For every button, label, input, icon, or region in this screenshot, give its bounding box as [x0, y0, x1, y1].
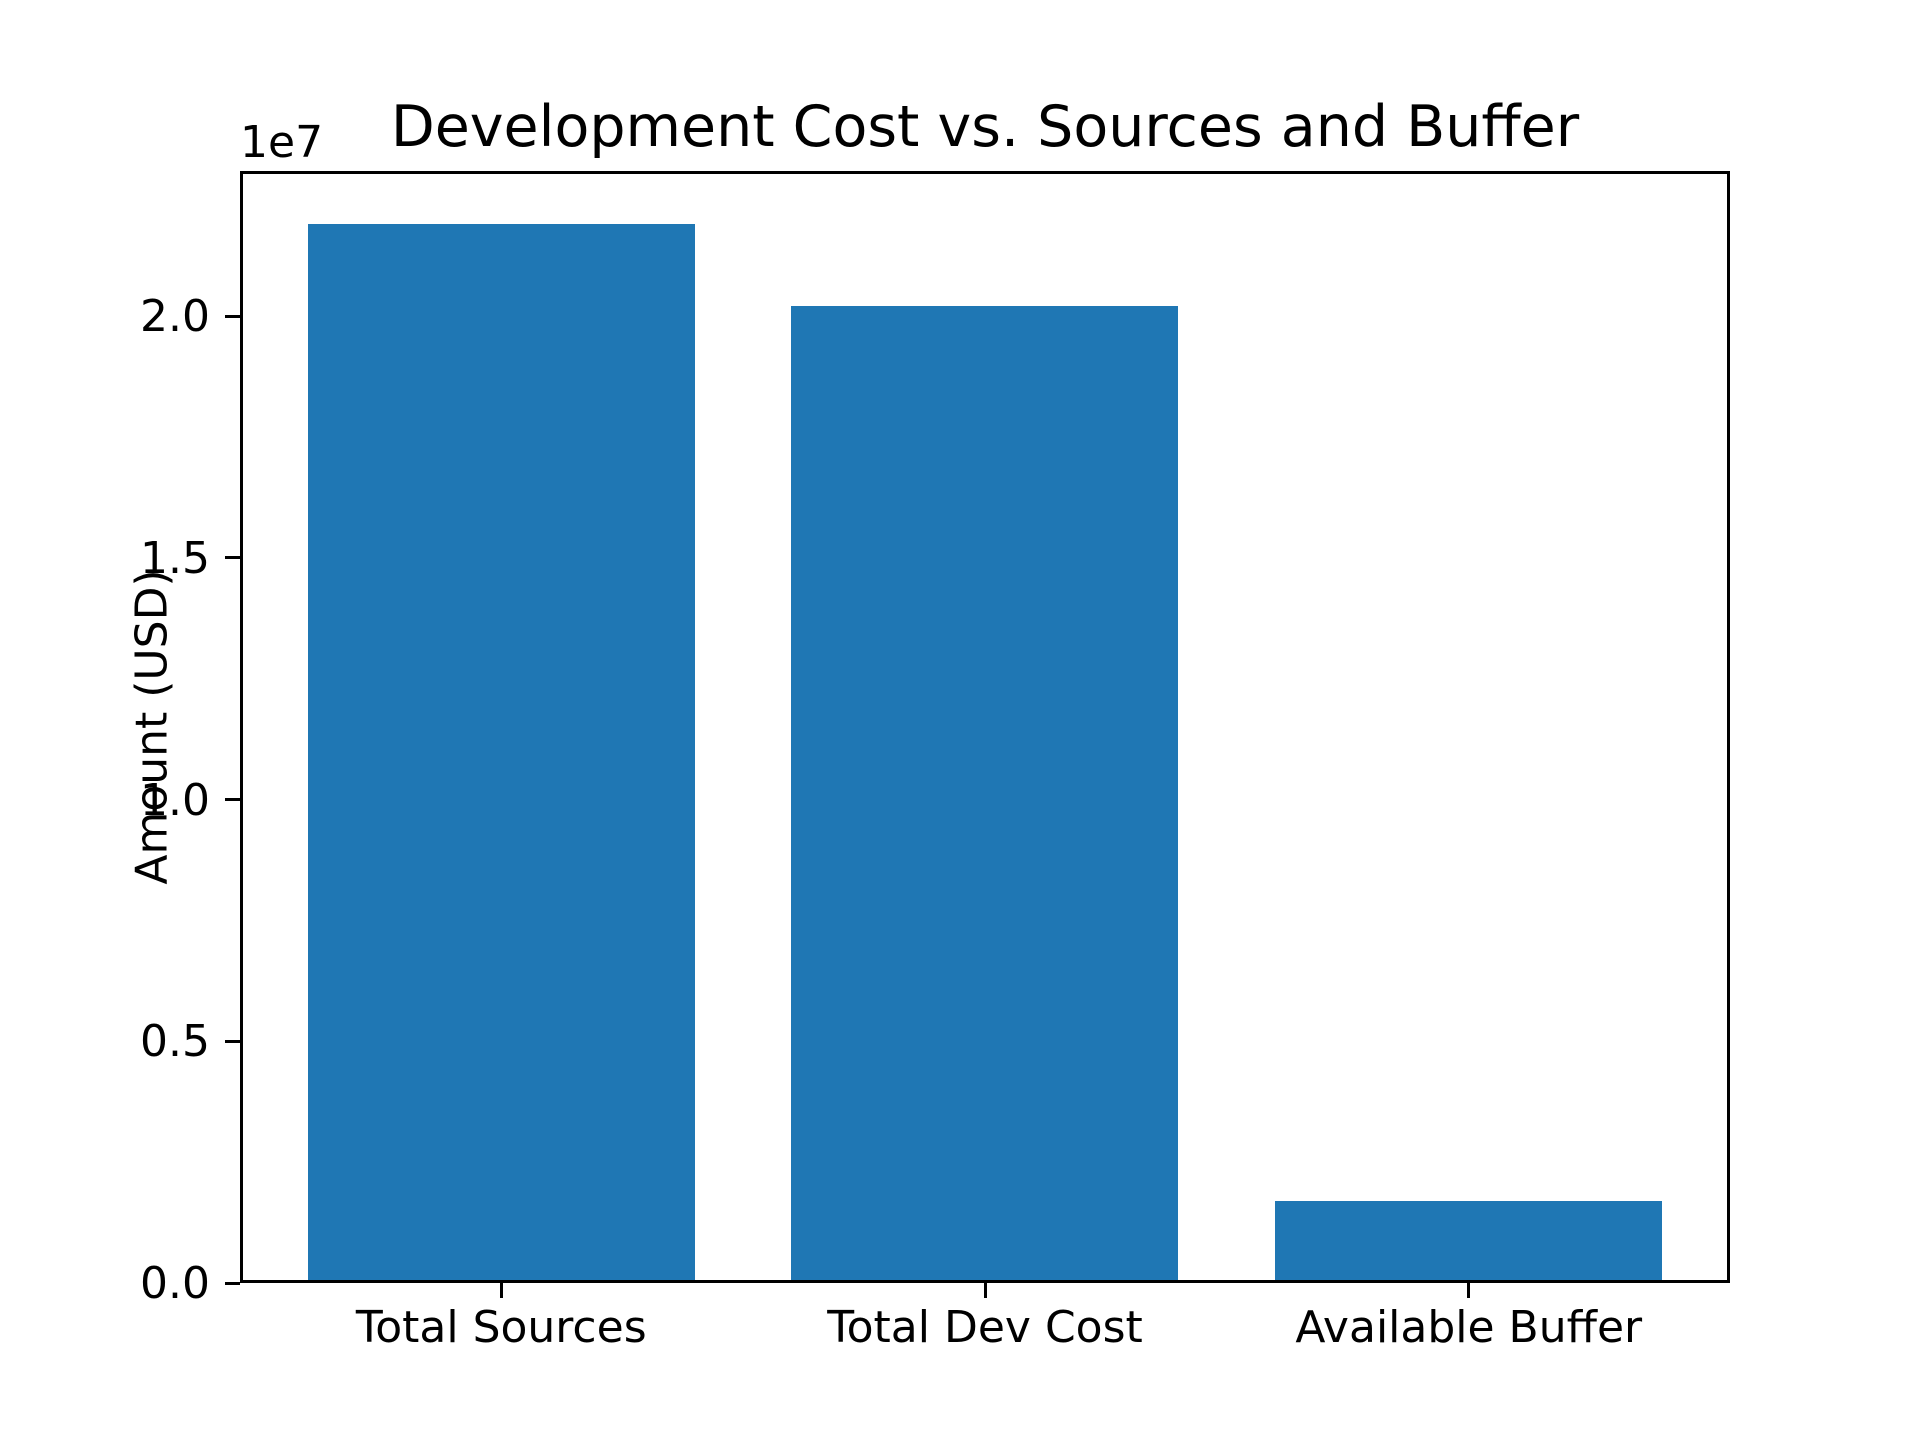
bar-total-sources [307, 224, 695, 1283]
x-tick-mark-total-sources [499, 1283, 503, 1298]
y-tick-mark-2.0 [225, 314, 240, 318]
x-tick-mark-total-dev-cost [983, 1283, 987, 1298]
y-tick-label-2.0: 2.0 [140, 291, 210, 343]
y-tick-label-1.0: 1.0 [140, 774, 210, 826]
x-tick-label-available-buffer: Available Buffer [1295, 1302, 1643, 1353]
y-tick-label-0.0: 0.0 [140, 1258, 210, 1309]
y-axis-offset-text: 1e7 [240, 117, 324, 168]
bar-total-dev-cost [791, 306, 1179, 1283]
y-tick-mark-0.0 [225, 1281, 240, 1285]
y-tick-mark-0.5 [225, 1039, 240, 1043]
y-tick-label-0.5: 0.5 [140, 1016, 210, 1068]
y-tick-mark-1.0 [225, 798, 240, 802]
bar-available-buffer [1275, 1200, 1663, 1283]
y-tick-label-1.5: 1.5 [140, 532, 210, 584]
plot-area [240, 171, 1730, 1283]
y-axis-label: Amount (USD) [126, 569, 178, 885]
y-tick-mark-1.5 [225, 556, 240, 560]
x-tick-mark-available-buffer [1467, 1283, 1471, 1298]
chart-title: Development Cost vs. Sources and Buffer [390, 94, 1580, 160]
x-tick-label-total-dev-cost: Total Dev Cost [827, 1302, 1143, 1353]
x-tick-label-total-sources: Total Sources [355, 1302, 647, 1353]
